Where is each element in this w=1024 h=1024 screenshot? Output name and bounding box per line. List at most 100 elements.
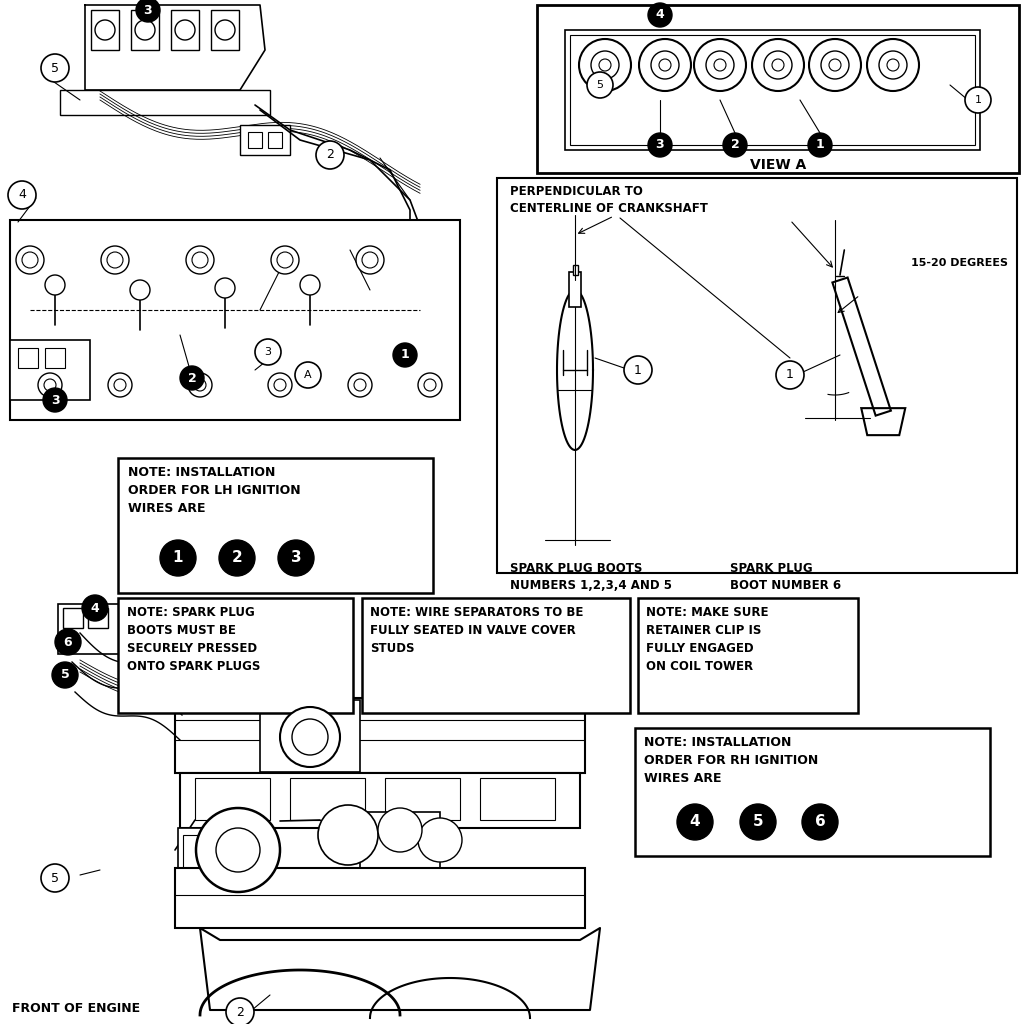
Circle shape	[887, 59, 899, 71]
Bar	[360, 812, 440, 882]
Bar	[118, 458, 433, 593]
Circle shape	[579, 39, 631, 91]
Circle shape	[292, 719, 328, 755]
Text: FRONT OF ENGINE: FRONT OF ENGINE	[12, 1002, 140, 1015]
Bar	[573, 265, 578, 275]
Bar	[260, 700, 360, 772]
Circle shape	[809, 39, 861, 91]
Bar	[180, 773, 580, 828]
Text: 5: 5	[60, 669, 70, 682]
Circle shape	[135, 20, 155, 40]
Bar	[60, 90, 270, 115]
Circle shape	[318, 805, 378, 865]
Circle shape	[393, 343, 417, 367]
Bar	[537, 5, 1019, 173]
Text: 2: 2	[326, 148, 334, 162]
Circle shape	[587, 72, 613, 98]
Circle shape	[356, 246, 384, 274]
Text: 5: 5	[51, 871, 59, 885]
Text: NOTE: SPARK PLUG
BOOTS MUST BE
SECURELY PRESSED
ONTO SPARK PLUGS: NOTE: SPARK PLUG BOOTS MUST BE SECURELY …	[127, 606, 260, 673]
Bar	[171, 10, 199, 50]
Bar	[45, 348, 65, 368]
Text: 4: 4	[18, 188, 26, 202]
Bar	[175, 698, 585, 773]
Text: 5: 5	[51, 61, 59, 75]
Bar	[63, 608, 83, 628]
Text: 1: 1	[173, 551, 183, 565]
Circle shape	[752, 39, 804, 91]
Text: 1: 1	[634, 364, 642, 377]
Circle shape	[8, 181, 36, 209]
Circle shape	[599, 59, 611, 71]
Text: 5: 5	[597, 80, 603, 90]
Circle shape	[418, 373, 442, 397]
Bar	[565, 30, 980, 150]
Circle shape	[194, 379, 206, 391]
Circle shape	[52, 662, 78, 688]
Circle shape	[879, 51, 907, 79]
Circle shape	[106, 252, 123, 268]
Circle shape	[802, 804, 838, 840]
Bar	[497, 178, 1017, 573]
Circle shape	[216, 828, 260, 872]
Bar	[290, 778, 365, 820]
Circle shape	[648, 3, 672, 27]
Circle shape	[772, 59, 784, 71]
Circle shape	[278, 540, 314, 575]
Text: 2: 2	[237, 1006, 244, 1019]
Circle shape	[651, 51, 679, 79]
Circle shape	[821, 51, 849, 79]
Text: 4: 4	[91, 601, 99, 614]
Text: NOTE: INSTALLATION
ORDER FOR RH IGNITION
WIRES ARE: NOTE: INSTALLATION ORDER FOR RH IGNITION…	[644, 736, 818, 785]
Circle shape	[624, 356, 652, 384]
Circle shape	[101, 246, 129, 274]
Circle shape	[418, 818, 462, 862]
Text: 2: 2	[187, 372, 197, 384]
Bar	[385, 778, 460, 820]
Circle shape	[677, 804, 713, 840]
Circle shape	[829, 59, 841, 71]
Bar	[58, 604, 123, 654]
Text: 2: 2	[731, 138, 739, 152]
Circle shape	[694, 39, 746, 91]
Text: A: A	[304, 370, 312, 380]
Bar	[195, 778, 270, 820]
Circle shape	[268, 373, 292, 397]
Circle shape	[740, 804, 776, 840]
Text: 5: 5	[753, 814, 763, 829]
Text: NOTE: INSTALLATION
ORDER FOR LH IGNITION
WIRES ARE: NOTE: INSTALLATION ORDER FOR LH IGNITION…	[128, 466, 301, 515]
Bar	[240, 125, 290, 155]
Text: SPARK PLUG BOOTS
NUMBERS 1,2,3,4 AND 5: SPARK PLUG BOOTS NUMBERS 1,2,3,4 AND 5	[510, 562, 672, 592]
Bar	[570, 35, 975, 145]
Text: 4: 4	[655, 8, 665, 22]
Circle shape	[95, 20, 115, 40]
Bar	[91, 10, 119, 50]
Circle shape	[41, 54, 69, 82]
Circle shape	[274, 379, 286, 391]
Circle shape	[219, 540, 255, 575]
Circle shape	[186, 246, 214, 274]
Bar	[18, 348, 38, 368]
Bar	[569, 272, 581, 307]
Circle shape	[271, 246, 299, 274]
Circle shape	[108, 373, 132, 397]
Circle shape	[648, 133, 672, 157]
Text: 6: 6	[63, 636, 73, 648]
Bar	[638, 598, 858, 713]
Circle shape	[354, 379, 366, 391]
Circle shape	[41, 864, 69, 892]
Circle shape	[295, 362, 321, 388]
Circle shape	[424, 379, 436, 391]
Circle shape	[130, 280, 150, 300]
Bar	[248, 132, 262, 148]
Bar	[118, 598, 353, 713]
Circle shape	[255, 339, 281, 365]
Circle shape	[215, 278, 234, 298]
Circle shape	[300, 275, 319, 295]
Bar	[211, 10, 239, 50]
Circle shape	[278, 252, 293, 268]
Text: 6: 6	[815, 814, 825, 829]
Circle shape	[114, 379, 126, 391]
Text: 3: 3	[143, 3, 153, 16]
Circle shape	[55, 629, 81, 655]
